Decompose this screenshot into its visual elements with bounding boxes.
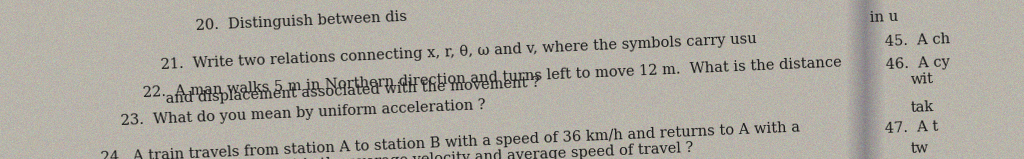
Text: 23.  What do you mean by uniform acceleration ?: 23. What do you mean by uniform accelera… bbox=[120, 98, 485, 128]
Text: 22.  A man walks 5 m in Northern direction and turns left to move 12 m.  What is: 22. A man walks 5 m in Northern directio… bbox=[143, 55, 843, 100]
Text: wit: wit bbox=[910, 72, 934, 87]
Text: 21.  Write two relations connecting x, r, θ, ω and v, where the symbols carry us: 21. Write two relations connecting x, r,… bbox=[160, 32, 757, 72]
Text: tak: tak bbox=[910, 100, 934, 115]
Text: 24.  A train travels from station A to station B with a speed of 36 km/h and ret: 24. A train travels from station A to st… bbox=[100, 120, 800, 159]
Text: 46.  A cy: 46. A cy bbox=[885, 55, 950, 72]
Text: and displacement associated with the movement ?: and displacement associated with the mov… bbox=[165, 76, 540, 106]
Text: 20.  Distinguish between dis: 20. Distinguish between dis bbox=[195, 10, 407, 33]
Text: 47.  A t: 47. A t bbox=[885, 120, 939, 136]
Text: 45.  A ch: 45. A ch bbox=[885, 32, 951, 49]
Text: in u: in u bbox=[870, 10, 899, 25]
Text: speed of 54 km/h.  What is the average velocity and average speed of travel ?: speed of 54 km/h. What is the average ve… bbox=[118, 141, 693, 159]
Text: tw: tw bbox=[910, 141, 929, 156]
